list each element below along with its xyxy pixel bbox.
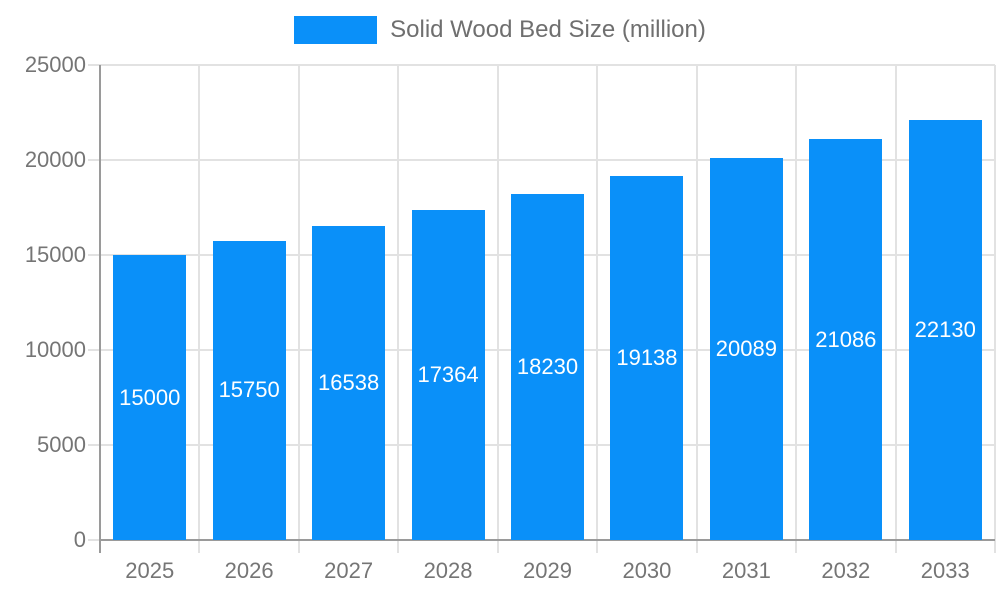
- y-tick-label: 20000: [24, 147, 86, 172]
- bar-value-label: 21086: [815, 326, 877, 352]
- bar-value-label: 17364: [417, 362, 479, 388]
- bar-value-label: 22130: [914, 316, 976, 342]
- legend: Solid Wood Bed Size (million): [0, 15, 1000, 45]
- y-tick-mark: [88, 444, 100, 446]
- y-tick-mark: [88, 159, 100, 161]
- y-tick-mark: [88, 349, 100, 351]
- x-gridline: [994, 65, 996, 553]
- x-tick-label: 2031: [721, 558, 771, 583]
- x-tick-label: 2033: [920, 558, 970, 583]
- y-tick-mark: [88, 64, 100, 66]
- x-tick-label: 2028: [423, 558, 473, 583]
- x-tick-label: 2030: [622, 558, 672, 583]
- x-gridline: [795, 65, 798, 553]
- y-tick-mark: [88, 539, 100, 541]
- bar: [411, 210, 485, 540]
- y-gridline: [100, 64, 995, 66]
- bar: [709, 158, 783, 540]
- bar: [908, 119, 982, 540]
- bar: [511, 193, 584, 540]
- x-gridline: [894, 65, 897, 553]
- bar-value-label: 16538: [318, 369, 380, 395]
- y-gridline: [100, 159, 995, 161]
- x-gridline: [397, 65, 400, 553]
- bar-value-label: 15750: [218, 377, 280, 403]
- x-axis-line: [100, 539, 995, 541]
- bar-value-label: 19138: [616, 345, 678, 371]
- x-tick-label: 2032: [821, 558, 871, 583]
- y-tick-label: 5000: [37, 432, 86, 457]
- legend-label: Solid Wood Bed Size (million): [390, 16, 706, 43]
- y-axis-line: [99, 65, 101, 553]
- legend-swatch-icon: [294, 16, 378, 44]
- x-gridline: [297, 65, 300, 553]
- y-tick-mark: [88, 254, 100, 256]
- y-tick-label: 10000: [24, 337, 86, 362]
- bar-value-label: 20089: [715, 336, 777, 362]
- y-tick-label: 0: [73, 527, 86, 552]
- x-gridline: [695, 65, 698, 553]
- x-tick-label: 2027: [324, 558, 374, 583]
- bar: [809, 139, 883, 540]
- x-tick-label: 2025: [125, 558, 175, 583]
- x-gridline: [496, 65, 499, 553]
- y-tick-label: 25000: [24, 52, 86, 77]
- x-tick-label: 2029: [523, 558, 572, 583]
- x-tick-label: 2026: [224, 558, 274, 583]
- bar-value-label: 18230: [516, 353, 579, 379]
- x-gridline: [596, 65, 599, 553]
- bar: [113, 255, 187, 540]
- bar: [610, 176, 684, 540]
- x-gridline: [198, 65, 201, 553]
- bar: [312, 225, 386, 540]
- bar-value-label: 15000: [119, 384, 181, 410]
- y-tick-label: 15000: [24, 242, 86, 267]
- bar: [212, 240, 286, 540]
